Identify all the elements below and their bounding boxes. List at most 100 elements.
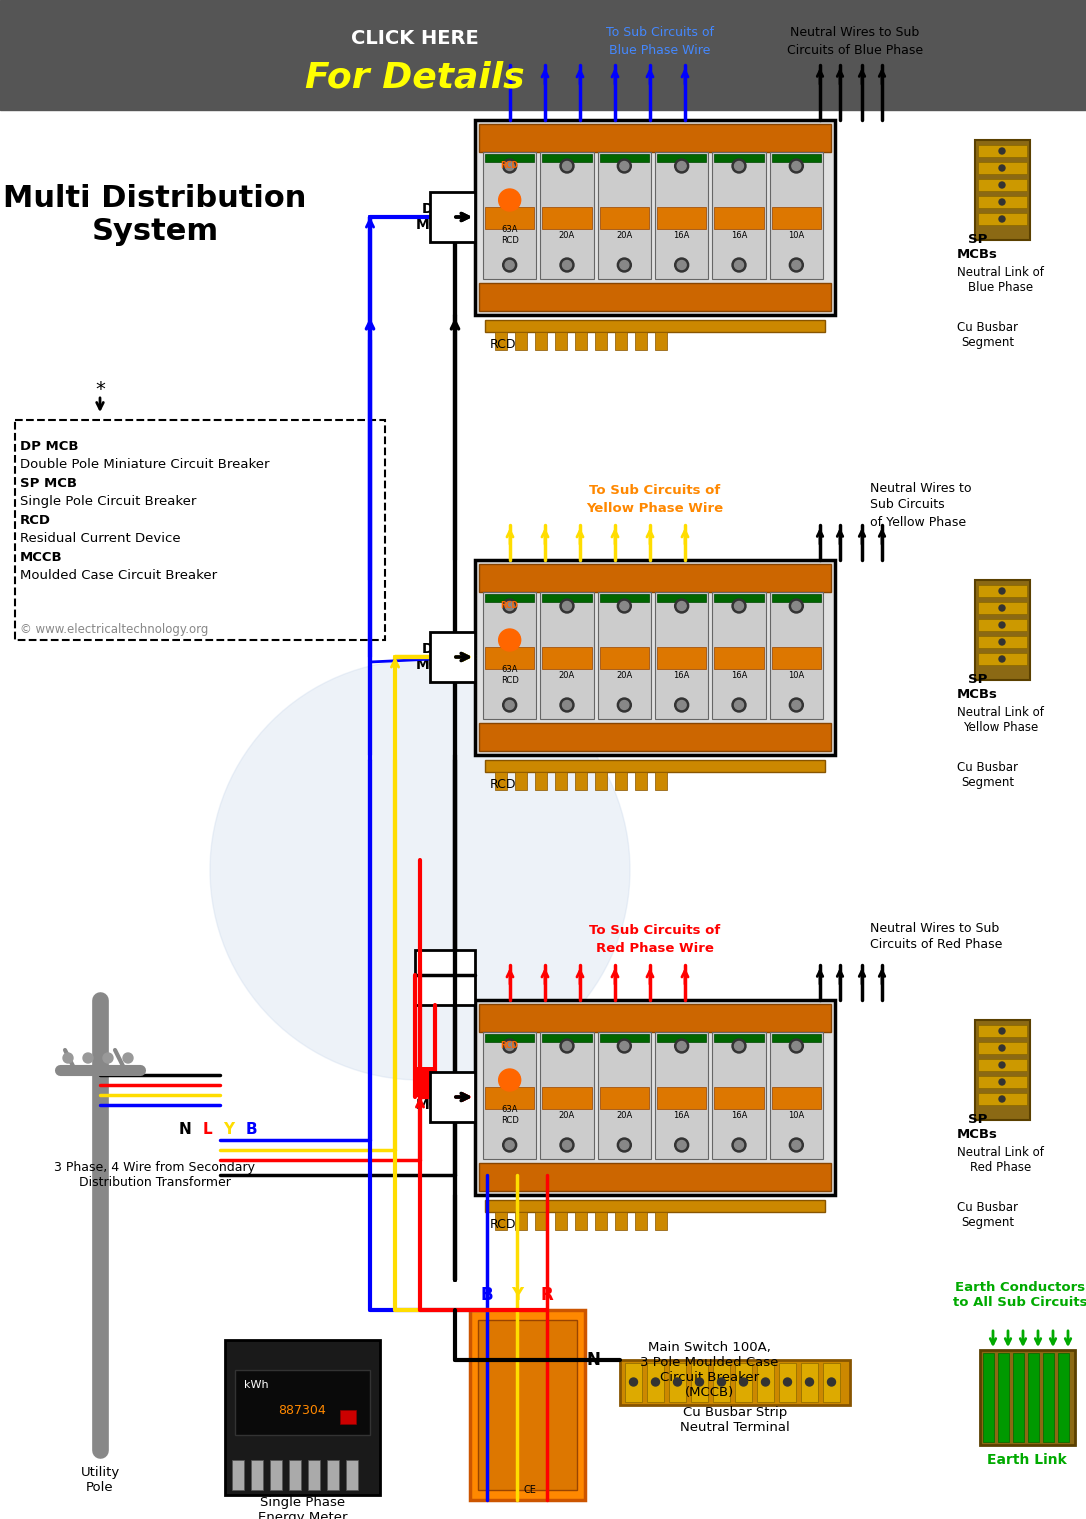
Bar — [1058, 1353, 1069, 1442]
Circle shape — [806, 1378, 813, 1385]
Circle shape — [792, 1141, 800, 1150]
Circle shape — [123, 1053, 132, 1063]
Circle shape — [498, 1069, 520, 1091]
Bar — [479, 1004, 831, 1031]
Text: RCD: RCD — [20, 513, 51, 527]
Circle shape — [503, 159, 517, 173]
Circle shape — [620, 700, 629, 709]
Bar — [542, 594, 592, 602]
Bar — [978, 213, 1027, 225]
Text: L: L — [202, 1123, 212, 1138]
Text: Single Pole Circuit Breaker: Single Pole Circuit Breaker — [20, 495, 197, 507]
Text: DP MCB: DP MCB — [20, 441, 78, 453]
Bar — [515, 772, 527, 790]
Text: © www.electricaltechnology.org: © www.electricaltechnology.org — [20, 623, 209, 636]
Bar — [657, 153, 706, 163]
Text: Blue Phase Wire: Blue Phase Wire — [609, 44, 710, 56]
Circle shape — [563, 602, 571, 611]
Circle shape — [734, 700, 744, 709]
Circle shape — [563, 260, 571, 269]
Text: of Yellow Phase: of Yellow Phase — [870, 515, 967, 529]
Bar — [478, 1320, 577, 1490]
Text: RCD: RCD — [490, 779, 517, 791]
Text: To Sub Circuits of: To Sub Circuits of — [590, 924, 721, 937]
Circle shape — [674, 598, 689, 614]
Bar — [657, 647, 706, 668]
Circle shape — [505, 260, 514, 269]
Text: Sub Circuits: Sub Circuits — [870, 498, 945, 512]
Circle shape — [563, 1042, 571, 1051]
Text: *: * — [96, 380, 105, 399]
Circle shape — [999, 1078, 1005, 1085]
Bar — [1043, 1353, 1055, 1442]
Bar — [495, 772, 507, 790]
Circle shape — [630, 1378, 637, 1385]
Circle shape — [999, 639, 1005, 646]
Text: 10A: 10A — [788, 670, 805, 679]
Bar — [541, 152, 594, 279]
Text: Cu Busbar
Segment: Cu Busbar Segment — [957, 321, 1018, 349]
Bar — [1013, 1353, 1024, 1442]
Circle shape — [999, 1062, 1005, 1068]
Circle shape — [563, 161, 571, 170]
Circle shape — [620, 1042, 629, 1051]
Circle shape — [761, 1378, 770, 1385]
Circle shape — [617, 699, 631, 712]
Bar — [712, 592, 766, 718]
Text: CLICK HERE: CLICK HERE — [351, 29, 479, 47]
Bar — [555, 772, 567, 790]
Bar — [541, 592, 594, 718]
Circle shape — [999, 1097, 1005, 1101]
Bar — [485, 321, 825, 333]
Text: Cu Busbar
Segment: Cu Busbar Segment — [957, 1202, 1018, 1229]
Bar — [975, 1019, 1030, 1120]
Bar — [975, 580, 1030, 681]
Bar — [599, 647, 649, 668]
Bar — [983, 1353, 994, 1442]
Circle shape — [560, 699, 574, 712]
Circle shape — [999, 199, 1005, 205]
Circle shape — [503, 1039, 517, 1053]
Bar — [715, 647, 763, 668]
Text: 63A
RCD: 63A RCD — [501, 225, 519, 245]
Bar — [470, 1309, 585, 1499]
Circle shape — [674, 258, 689, 272]
Bar — [772, 1088, 821, 1109]
Circle shape — [999, 588, 1005, 594]
Text: SP
MCBs: SP MCBs — [957, 673, 998, 700]
Circle shape — [560, 1039, 574, 1053]
Bar — [542, 207, 592, 229]
Text: 20A: 20A — [559, 231, 576, 240]
Text: 887304: 887304 — [278, 1404, 326, 1417]
Bar — [823, 1363, 839, 1402]
Circle shape — [999, 182, 1005, 188]
Bar — [635, 333, 647, 349]
Text: Cu Busbar Strip
Neutral Terminal: Cu Busbar Strip Neutral Terminal — [680, 1407, 790, 1434]
Text: 20A: 20A — [616, 1110, 632, 1120]
Text: 20A: 20A — [616, 231, 632, 240]
Circle shape — [103, 1053, 113, 1063]
Bar — [574, 772, 588, 790]
Circle shape — [617, 159, 631, 173]
Bar — [289, 1460, 301, 1490]
Circle shape — [999, 1045, 1005, 1051]
Circle shape — [563, 700, 571, 709]
Circle shape — [792, 1042, 800, 1051]
Circle shape — [999, 216, 1005, 222]
Bar — [635, 772, 647, 790]
Bar — [485, 760, 825, 772]
Bar — [495, 1212, 507, 1230]
Text: Earth Conductors
to All Sub Circuits: Earth Conductors to All Sub Circuits — [952, 1281, 1086, 1309]
Text: Yellow Phase Wire: Yellow Phase Wire — [586, 501, 723, 515]
Bar — [978, 620, 1027, 630]
Circle shape — [498, 188, 520, 211]
Bar — [978, 179, 1027, 191]
Text: Moulded Case Circuit Breaker: Moulded Case Circuit Breaker — [20, 570, 217, 582]
Bar — [715, 153, 763, 163]
Bar — [542, 647, 592, 668]
Bar — [485, 153, 534, 163]
Text: Residual Current Device: Residual Current Device — [20, 532, 180, 545]
Text: 16A: 16A — [731, 670, 747, 679]
Circle shape — [560, 258, 574, 272]
Bar — [251, 1460, 263, 1490]
